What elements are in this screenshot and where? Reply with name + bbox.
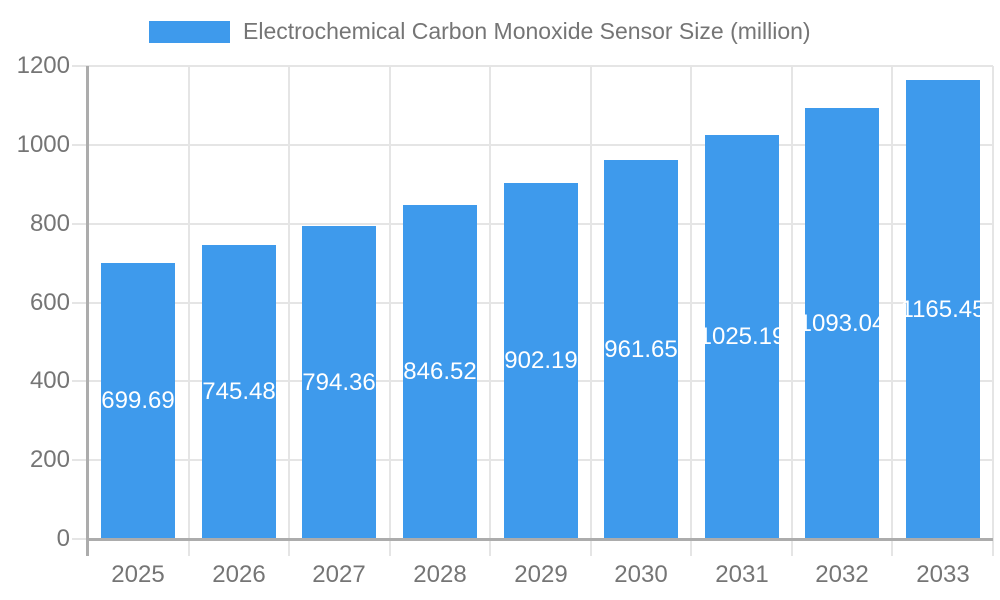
x-tick-label: 2026 [212,561,266,588]
bar-value-label: 961.65 [604,336,678,363]
x-tick [590,539,592,556]
bar-value-label: 846.52 [403,358,477,385]
x-gridline [992,66,994,539]
x-tick-label: 2032 [815,561,869,588]
y-axis-line [86,66,89,556]
x-gridline [690,66,692,539]
x-tick-label: 2028 [413,561,467,588]
x-gridline [288,66,290,539]
x-tick [891,539,893,556]
x-gridline [489,66,491,539]
x-tick-label: 2027 [312,561,366,588]
bar [805,108,879,539]
y-tick [72,223,88,225]
x-tick [288,539,290,556]
bar-value-label: 1093.04 [798,310,886,337]
bar-value-label: 902.19 [504,347,578,374]
y-tick-label: 800 [29,210,70,237]
bar-value-label: 1165.45 [900,296,986,323]
x-tick [188,539,190,556]
bar [705,135,779,539]
bar [906,80,980,539]
y-tick-label: 0 [56,525,70,552]
y-gridline [88,65,993,67]
bar [302,226,376,539]
x-axis-line [86,538,993,541]
x-gridline [791,66,793,539]
y-tick-label: 400 [29,367,70,394]
y-tick [72,380,88,382]
x-tick-label: 2030 [614,561,668,588]
bar-value-label: 794.36 [302,369,376,396]
x-gridline [891,66,893,539]
x-tick [992,539,994,556]
bar-value-label: 1025.19 [698,323,786,350]
y-tick-label: 600 [29,289,70,316]
y-tick [72,538,88,540]
x-tick-label: 2031 [715,561,769,588]
y-tick [72,65,88,67]
bar [202,245,276,539]
y-tick-label: 1000 [16,131,70,158]
y-tick [72,459,88,461]
x-tick [791,539,793,556]
bar [101,263,175,539]
x-gridline [590,66,592,539]
bar [504,183,578,539]
bar-value-label: 745.48 [202,378,276,405]
x-tick-label: 2029 [514,561,568,588]
y-tick [72,302,88,304]
y-tick [72,144,88,146]
x-tick-label: 2033 [916,561,970,588]
legend-swatch[interactable] [149,20,230,43]
x-tick [690,539,692,556]
bar [403,205,477,539]
y-tick-label: 200 [29,446,70,473]
y-gridline [88,144,993,146]
legend-item[interactable]: Electrochemical Carbon Monoxide Sensor S… [149,18,811,45]
x-tick [489,539,491,556]
x-tick [389,539,391,556]
bar-value-label: 699.69 [101,387,175,414]
legend-label[interactable]: Electrochemical Carbon Monoxide Sensor S… [243,18,811,44]
bar [604,160,678,539]
x-tick-label: 2025 [111,561,165,588]
x-gridline [389,66,391,539]
y-tick-label: 1200 [16,52,70,79]
x-gridline [188,66,190,539]
